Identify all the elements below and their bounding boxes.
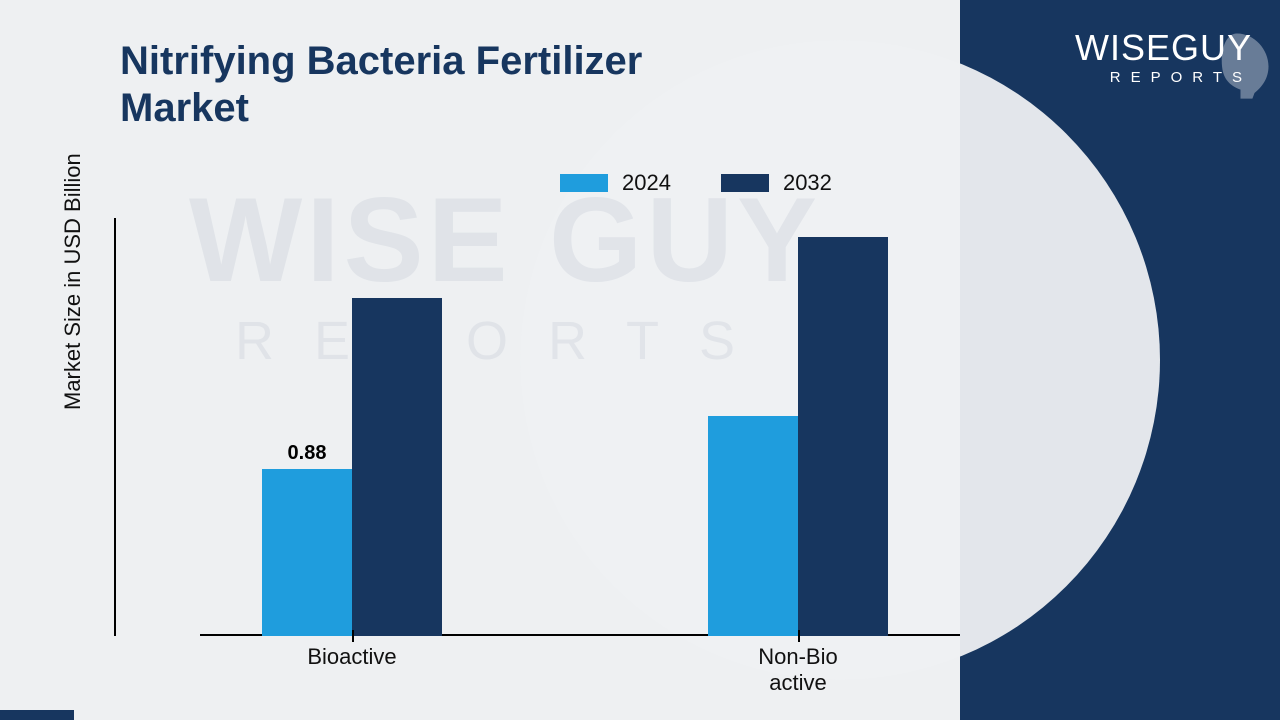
bar-2032	[352, 298, 442, 636]
bar-2032	[798, 237, 888, 636]
bar-2024	[708, 416, 798, 636]
brand-logo: WISEGUY REPORTS	[1075, 30, 1252, 85]
legend-label-2032: 2032	[783, 170, 832, 196]
legend-item-2024: 2024	[560, 170, 671, 196]
chart-canvas: WISE GUY REPORTS Nitrifying Bacteria Fer…	[0, 0, 1280, 720]
footer-accent	[0, 710, 74, 720]
brand-logo-sub: REPORTS	[1075, 70, 1252, 85]
x-category-label: Non-Bioactive	[703, 644, 893, 697]
bar-2024	[262, 469, 352, 636]
y-axis-line	[114, 218, 116, 636]
chart-title: Nitrifying Bacteria Fertilizer Market	[120, 38, 760, 132]
x-category-label: Bioactive	[257, 644, 447, 670]
legend-swatch-2032	[721, 174, 769, 192]
x-tick	[352, 630, 354, 642]
legend-label-2024: 2024	[622, 170, 671, 196]
bar-value-label: 0.88	[262, 442, 352, 469]
legend: 2024 2032	[560, 170, 832, 196]
plot-area: 0.88BioactiveNon-Bioactive	[200, 218, 960, 636]
y-axis-label: Market Size in USD Billion	[60, 153, 86, 410]
legend-item-2032: 2032	[721, 170, 832, 196]
x-tick	[798, 630, 800, 642]
legend-swatch-2024	[560, 174, 608, 192]
brand-logo-main: WISEGUY	[1075, 30, 1252, 66]
